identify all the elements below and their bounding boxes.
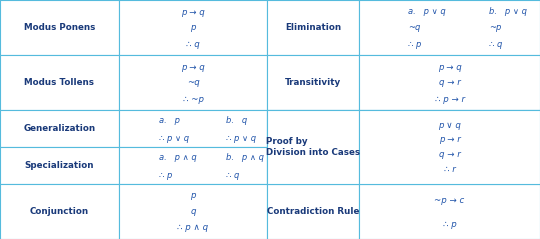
Text: Elimination: Elimination xyxy=(285,23,341,32)
Text: ∴ q: ∴ q xyxy=(489,40,503,49)
Text: q → r: q → r xyxy=(438,150,461,159)
Bar xyxy=(267,110,359,147)
Bar xyxy=(0,147,119,184)
Text: a.   p ∧ q: a. p ∧ q xyxy=(159,153,197,162)
Text: ~p: ~p xyxy=(489,23,502,32)
Bar xyxy=(267,147,359,184)
Text: Modus Ponens: Modus Ponens xyxy=(24,23,95,32)
Bar xyxy=(0,110,119,147)
Text: ∴ r: ∴ r xyxy=(444,165,455,174)
Text: b.   p ∨ q: b. p ∨ q xyxy=(489,6,528,16)
Text: a.   p ∨ q: a. p ∨ q xyxy=(408,6,445,16)
Bar xyxy=(119,55,267,110)
Text: Specialization: Specialization xyxy=(25,161,94,170)
Text: ∴ q: ∴ q xyxy=(226,170,239,179)
Bar xyxy=(0,184,119,239)
Text: ∴ p ∨ q: ∴ p ∨ q xyxy=(226,134,256,143)
Text: p → r: p → r xyxy=(438,135,461,144)
Text: ~q: ~q xyxy=(408,23,420,32)
Text: p → q: p → q xyxy=(438,63,461,72)
Bar xyxy=(0,0,119,55)
Bar xyxy=(267,0,359,55)
Bar xyxy=(359,0,540,55)
Text: p → q: p → q xyxy=(181,8,205,17)
Text: p → q: p → q xyxy=(181,63,205,72)
Bar xyxy=(359,55,540,110)
Text: ∴ q: ∴ q xyxy=(186,40,200,49)
Text: p ∨ q: p ∨ q xyxy=(438,120,461,130)
Text: Modus Tollens: Modus Tollens xyxy=(24,78,94,87)
Bar xyxy=(267,55,359,110)
Text: ∴ p: ∴ p xyxy=(159,170,172,179)
Text: Conjunction: Conjunction xyxy=(30,207,89,216)
Text: ∴ ~p: ∴ ~p xyxy=(183,95,204,104)
Bar xyxy=(0,55,119,110)
Text: ∴ p: ∴ p xyxy=(408,40,421,49)
Text: Contradiction Rule: Contradiction Rule xyxy=(267,207,360,216)
Bar xyxy=(119,0,267,55)
Text: ~q: ~q xyxy=(187,78,199,87)
Text: p: p xyxy=(190,23,196,32)
Text: ∴ p ∨ q: ∴ p ∨ q xyxy=(159,134,189,143)
Bar xyxy=(359,147,540,184)
Bar xyxy=(267,184,359,239)
Text: b.   q: b. q xyxy=(226,116,247,125)
Bar xyxy=(267,110,359,184)
Text: Generalization: Generalization xyxy=(23,124,96,133)
Text: Proof by
Division into Cases: Proof by Division into Cases xyxy=(266,137,360,157)
Text: p: p xyxy=(190,191,196,201)
Bar xyxy=(119,184,267,239)
Text: ∴ p: ∴ p xyxy=(443,220,456,229)
Text: Transitivity: Transitivity xyxy=(285,78,341,87)
Bar xyxy=(119,147,267,184)
Bar xyxy=(359,184,540,239)
Text: ∴ p → r: ∴ p → r xyxy=(435,95,464,104)
Bar xyxy=(359,110,540,147)
Bar xyxy=(359,110,540,184)
Text: b.   p ∧ q: b. p ∧ q xyxy=(226,153,264,162)
Text: a.   p: a. p xyxy=(159,116,180,125)
Text: ~p → c: ~p → c xyxy=(434,196,465,205)
Text: q: q xyxy=(190,207,196,216)
Text: q → r: q → r xyxy=(438,78,461,87)
Text: ∴ p ∧ q: ∴ p ∧ q xyxy=(178,223,208,233)
Bar xyxy=(119,110,267,147)
